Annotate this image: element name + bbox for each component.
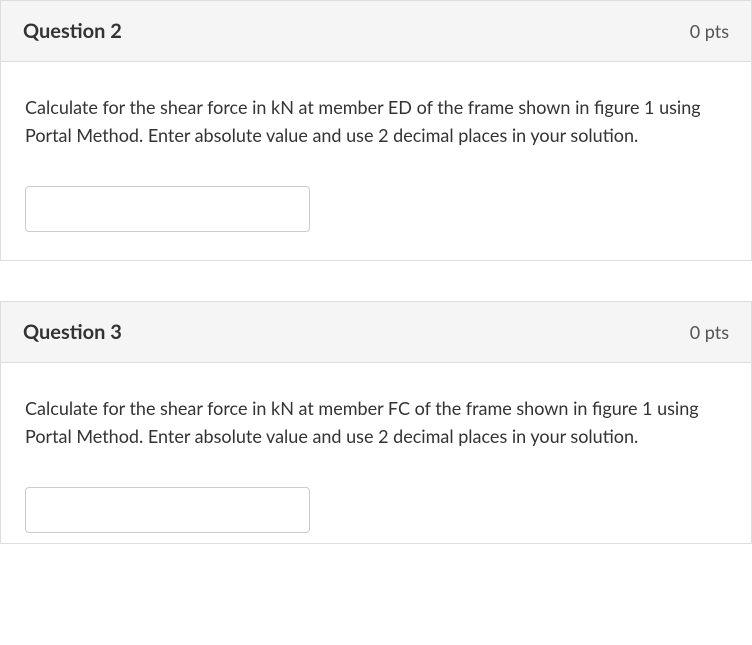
question-text: Calculate for the shear force in kN at m… <box>25 395 727 451</box>
question-points: 0 pts <box>690 20 729 42</box>
question-title: Question 2 <box>23 19 122 43</box>
question-box-3: Question 3 0 pts Calculate for the shear… <box>0 301 752 544</box>
question-text: Calculate for the shear force in kN at m… <box>25 94 727 150</box>
question-header: Question 2 0 pts <box>1 1 751 62</box>
answer-input[interactable] <box>25 186 310 232</box>
question-box-2: Question 2 0 pts Calculate for the shear… <box>0 0 752 261</box>
question-body: Calculate for the shear force in kN at m… <box>1 62 751 260</box>
question-header: Question 3 0 pts <box>1 302 751 363</box>
question-body: Calculate for the shear force in kN at m… <box>1 363 751 543</box>
answer-input[interactable] <box>25 487 310 533</box>
question-points: 0 pts <box>690 321 729 343</box>
question-title: Question 3 <box>23 320 122 344</box>
